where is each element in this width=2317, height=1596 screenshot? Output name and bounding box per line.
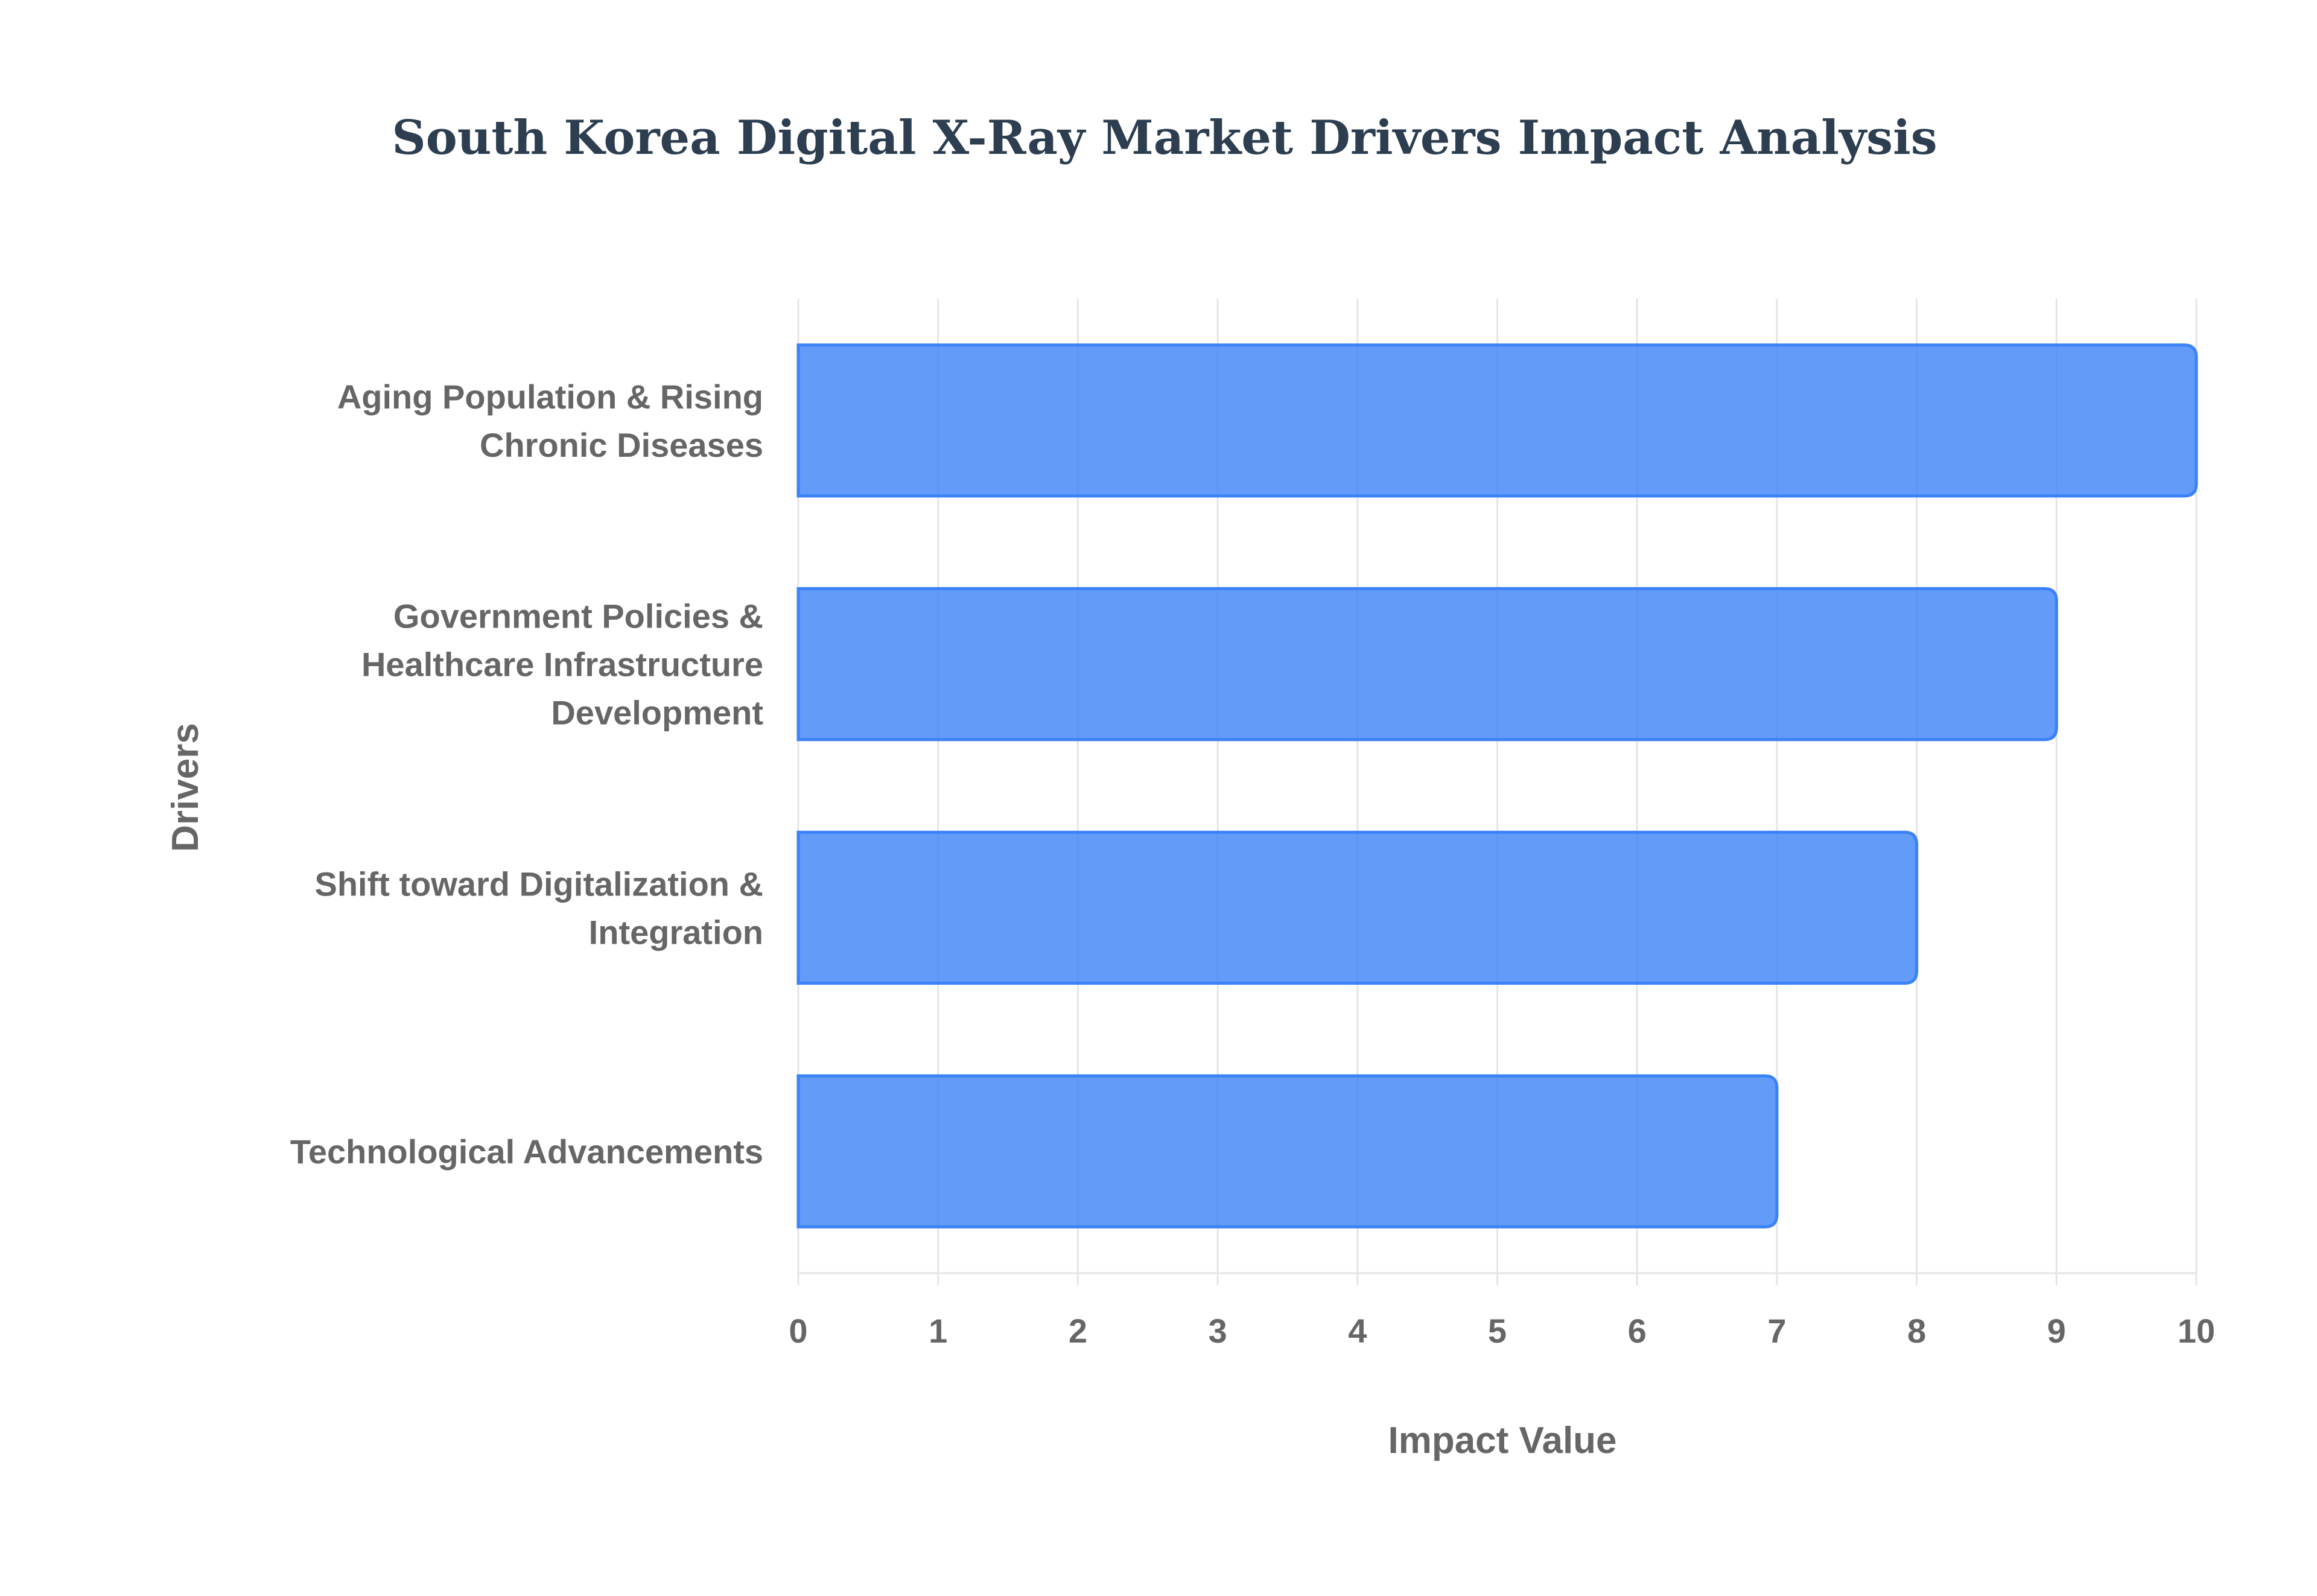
category-label: Aging Population & Rising Chronic Disease… xyxy=(337,378,763,464)
x-tick-label: 10 xyxy=(2178,1312,2215,1350)
y-axis-categories: Aging Population & Rising Chronic Disease… xyxy=(290,378,763,1171)
x-tick-label: 0 xyxy=(789,1312,807,1350)
x-tick-label: 3 xyxy=(1209,1312,1227,1350)
x-tick-label: 8 xyxy=(1907,1312,1926,1350)
x-axis-title: Impact Value xyxy=(1388,1420,1616,1461)
x-tick-label: 2 xyxy=(1069,1312,1087,1350)
chart-title: South Korea Digital X-Ray Market Drivers… xyxy=(392,110,1937,165)
x-tick-label: 7 xyxy=(1767,1312,1786,1350)
bar-4[interactable] xyxy=(796,1074,1779,1229)
category-label-line: Development xyxy=(551,694,763,732)
x-axis-ticks: 0 1 2 3 4 5 6 7 8 9 10 xyxy=(789,1312,2215,1350)
category-label-line: Technological Advancements xyxy=(290,1133,763,1171)
category-label-line: Integration xyxy=(589,913,763,951)
x-tick-label: 5 xyxy=(1488,1312,1507,1350)
bars xyxy=(796,343,2198,1229)
x-tick-label: 1 xyxy=(929,1312,947,1350)
x-tick-label: 4 xyxy=(1348,1312,1367,1350)
category-label: Government Policies & Healthcare Infrastr… xyxy=(361,597,763,732)
bar-2[interactable] xyxy=(796,587,2058,742)
category-label-line: Aging Population & Rising xyxy=(337,378,763,416)
x-tick-label: 9 xyxy=(2047,1312,2066,1350)
x-tick-label: 6 xyxy=(1628,1312,1647,1350)
category-label-line: Government Policies & xyxy=(393,597,763,635)
category-label-line: Chronic Diseases xyxy=(480,426,763,464)
category-label: Technological Advancements xyxy=(290,1133,763,1171)
category-label-line: Shift toward Digitalization & xyxy=(314,865,763,903)
category-label-line: Healthcare Infrastructure xyxy=(361,646,763,684)
category-label: Shift toward Digitalization & Integration xyxy=(314,865,763,951)
y-axis-title: Drivers xyxy=(165,723,206,852)
bar-1[interactable] xyxy=(796,343,2198,498)
bar-3[interactable] xyxy=(796,830,1919,985)
